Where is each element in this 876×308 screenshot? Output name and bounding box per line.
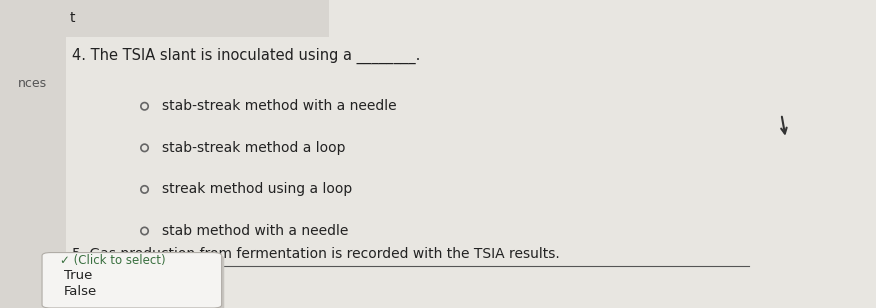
FancyBboxPatch shape xyxy=(42,253,222,308)
Text: stab method with a needle: stab method with a needle xyxy=(162,224,349,238)
Text: t: t xyxy=(70,11,75,26)
Text: ✓ (Click to select): ✓ (Click to select) xyxy=(60,254,166,267)
FancyBboxPatch shape xyxy=(0,0,66,308)
Text: nces: nces xyxy=(18,77,47,90)
Text: 5. Gas production from fermentation is recorded with the TSIA results.: 5. Gas production from fermentation is r… xyxy=(72,247,560,261)
FancyBboxPatch shape xyxy=(66,0,328,37)
Text: stab-streak method with a needle: stab-streak method with a needle xyxy=(162,99,397,113)
Text: 4. The TSIA slant is inoculated using a ________.: 4. The TSIA slant is inoculated using a … xyxy=(72,47,420,63)
FancyBboxPatch shape xyxy=(45,255,224,308)
Text: False: False xyxy=(64,285,97,298)
Text: stab-streak method a loop: stab-streak method a loop xyxy=(162,141,345,155)
Text: streak method using a loop: streak method using a loop xyxy=(162,182,352,197)
Text: True: True xyxy=(64,269,92,282)
FancyBboxPatch shape xyxy=(0,0,66,46)
